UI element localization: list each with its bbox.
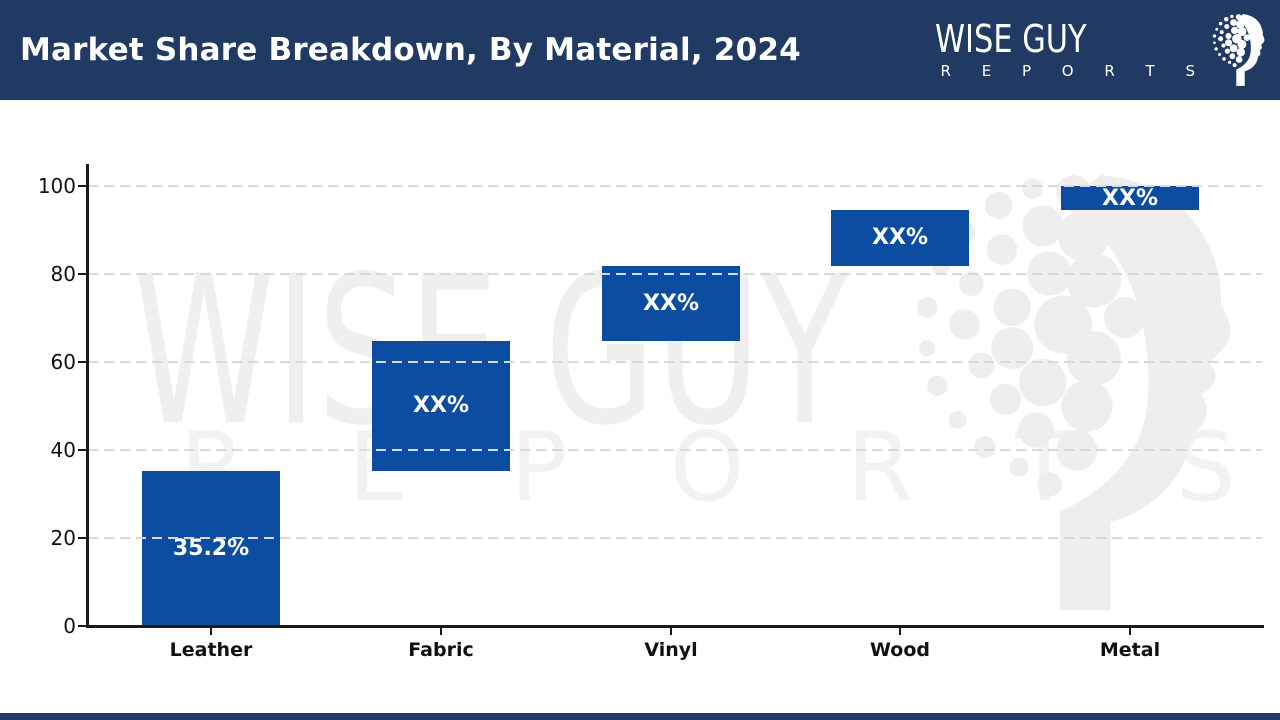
x-tick-vinyl (670, 628, 672, 635)
y-tick-label-60: 60 (50, 350, 76, 374)
x-axis-line (86, 625, 1264, 628)
y-tick-label-80: 80 (50, 262, 76, 286)
bar-label-leather: 35.2% (172, 536, 250, 562)
brand-wordmark: WISE GUY (934, 17, 1087, 61)
gridline-60 (88, 361, 1262, 363)
bar-label-fabric: XX% (413, 393, 469, 419)
category-label-vinyl: Vinyl (644, 639, 698, 661)
y-tick-label-40: 40 (50, 438, 76, 462)
header-bar: Market Share Breakdown, By Material, 202… (0, 0, 1280, 100)
y-tick-label-0: 0 (63, 614, 76, 638)
gridline-40 (88, 449, 1262, 451)
gridline-80 (88, 273, 1262, 275)
x-tick-metal (1129, 628, 1131, 635)
category-label-fabric: Fabric (408, 639, 474, 661)
y-tick-40 (78, 449, 86, 451)
bar-label-metal: XX% (1102, 185, 1158, 211)
gridline-100 (88, 185, 1262, 187)
footer-accent-bar (0, 713, 1280, 720)
bar-leather: 35.2% (142, 471, 280, 626)
y-tick-60 (78, 361, 86, 363)
category-label-leather: Leather (169, 639, 253, 661)
bar-label-vinyl: XX% (643, 290, 699, 316)
bar-wood: XX% (831, 210, 969, 266)
y-tick-label-20: 20 (50, 526, 76, 550)
gridline-20 (88, 537, 1262, 539)
page-title: Market Share Breakdown, By Material, 202… (20, 32, 801, 68)
y-tick-20 (78, 537, 86, 539)
x-tick-wood (899, 628, 901, 635)
brand-logo-text: WISE GUY R E P O R T S (935, 20, 1208, 80)
y-tick-label-100: 100 (37, 174, 76, 198)
category-label-metal: Metal (1099, 639, 1161, 661)
y-tick-100 (78, 185, 86, 187)
brand-head-icon (1210, 13, 1266, 87)
bar-metal: XX% (1061, 185, 1199, 211)
brand-logo: WISE GUY R E P O R T S (935, 8, 1266, 92)
bar-label-wood: XX% (872, 225, 928, 251)
y-tick-0 (78, 625, 86, 627)
bar-vinyl: XX% (602, 265, 740, 341)
category-label-wood: Wood (870, 639, 930, 661)
x-tick-fabric (440, 628, 442, 635)
brand-reports-text: R E P O R T S (940, 62, 1208, 80)
x-tick-leather (210, 628, 212, 635)
y-tick-80 (78, 273, 86, 275)
y-axis-line (86, 164, 89, 628)
